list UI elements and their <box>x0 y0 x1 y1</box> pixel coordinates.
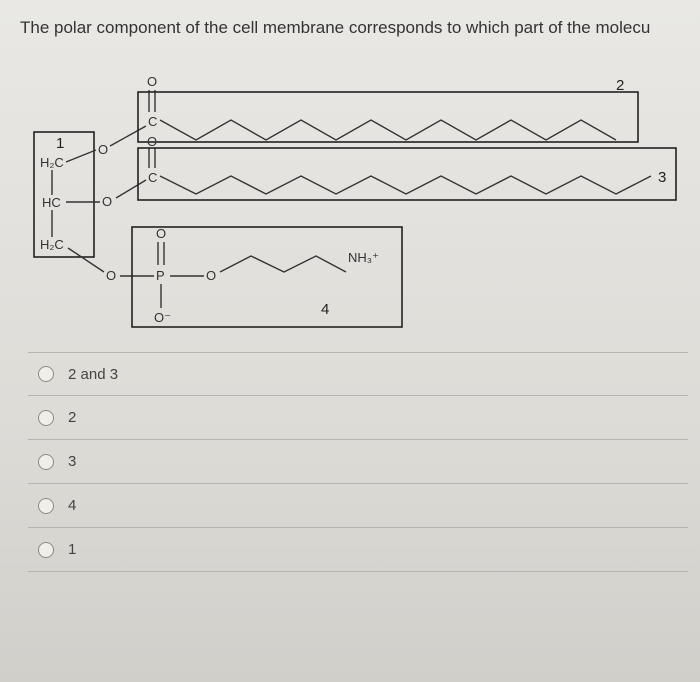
label-hc-mid: HC <box>42 195 61 210</box>
label-o-p-left: O <box>106 268 116 283</box>
radio-icon[interactable] <box>38 542 54 558</box>
box-4-number: 4 <box>321 301 329 318</box>
radio-icon[interactable] <box>38 454 54 470</box>
label-o-dbl-mid: O <box>147 134 157 149</box>
option-row[interactable]: 2 and 3 <box>28 352 688 396</box>
fatty-acid-mid <box>160 176 651 194</box>
options-list: 2 and 3 2 3 4 1 <box>28 352 688 572</box>
option-label: 3 <box>68 453 76 470</box>
radio-icon[interactable] <box>38 498 54 514</box>
radio-icon[interactable] <box>38 366 54 382</box>
label-o-p-minus: O⁻ <box>154 310 171 325</box>
page: The polar component of the cell membrane… <box>0 0 700 682</box>
ethanolamine-chain <box>220 256 346 272</box>
box-1-number: 1 <box>56 135 64 152</box>
fatty-acid-top <box>160 120 616 140</box>
label-h2c-top: H₂C <box>40 155 64 170</box>
label-nh3: NH₃⁺ <box>348 250 379 265</box>
box-3-number: 3 <box>658 169 666 186</box>
box-3 <box>138 148 676 200</box>
label-o-p-right: O <box>206 268 216 283</box>
label-o-dbl-top: O <box>147 74 157 89</box>
diagram-svg: 1 H₂C HC H₂C O C O 2 O <box>26 62 686 332</box>
label-o-link2: O <box>102 194 112 209</box>
phospholipid-diagram: 1 H₂C HC H₂C O C O 2 O <box>26 62 686 332</box>
option-row[interactable]: 2 <box>28 396 688 440</box>
option-label: 2 and 3 <box>68 366 118 383</box>
label-c-top: C <box>148 114 157 129</box>
option-row[interactable]: 3 <box>28 440 688 484</box>
option-label: 2 <box>68 409 76 426</box>
label-o-p-dbl: O <box>156 226 166 241</box>
option-row[interactable]: 4 <box>28 484 688 528</box>
box-2-number: 2 <box>616 77 624 94</box>
question-text: The polar component of the cell membrane… <box>18 18 700 38</box>
label-h2c-bot: H₂C <box>40 237 64 252</box>
label-p: P <box>156 268 165 283</box>
option-label: 4 <box>68 497 76 514</box>
box-4 <box>132 227 402 327</box>
option-row[interactable]: 1 <box>28 528 688 572</box>
label-o-link1: O <box>98 142 108 157</box>
box-2 <box>138 92 638 142</box>
radio-icon[interactable] <box>38 410 54 426</box>
label-c-mid: C <box>148 170 157 185</box>
option-label: 1 <box>68 541 76 558</box>
